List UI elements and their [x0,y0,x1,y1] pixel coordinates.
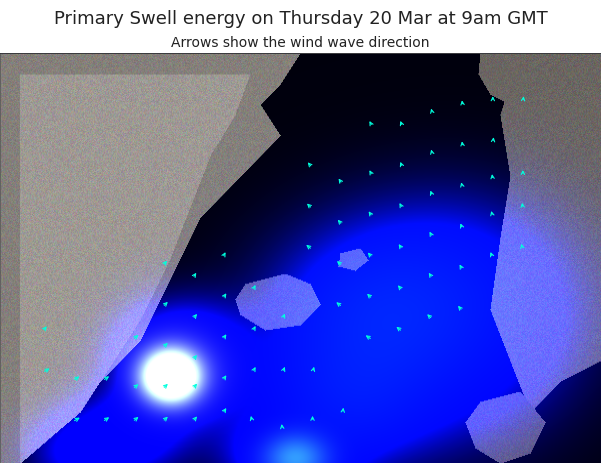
Text: Arrows show the wind wave direction: Arrows show the wind wave direction [171,36,430,50]
Text: Primary Swell energy on Thursday 20 Mar at 9am GMT: Primary Swell energy on Thursday 20 Mar … [53,10,548,28]
